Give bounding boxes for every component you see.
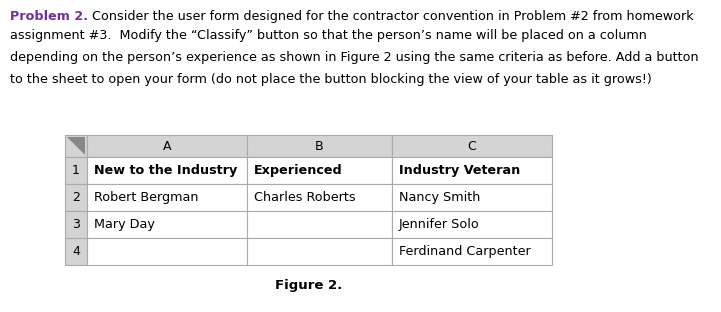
Polygon shape [67, 137, 85, 155]
Text: Mary Day: Mary Day [94, 218, 155, 231]
Text: Charles Roberts: Charles Roberts [254, 191, 355, 204]
Text: Nancy Smith: Nancy Smith [399, 191, 480, 204]
Bar [247, 211, 392, 238]
Text: assignment #3.  Modify the “Classify” button so that the person’s name will be p: assignment #3. Modify the “Classify” but… [10, 28, 699, 86]
Bar [65, 238, 87, 265]
Text: New to the Industry: New to the Industry [94, 164, 237, 177]
Bar [87, 135, 247, 157]
Bar [392, 238, 552, 265]
Bar [65, 157, 87, 184]
Bar [247, 238, 392, 265]
Text: Robert Bergman: Robert Bergman [94, 191, 198, 204]
Bar [87, 157, 247, 184]
Text: 4: 4 [72, 245, 80, 258]
Text: Figure 2.: Figure 2. [275, 279, 342, 292]
Bar [65, 135, 87, 157]
Bar [392, 157, 552, 184]
Bar [65, 211, 87, 238]
Text: 3: 3 [72, 218, 80, 231]
Text: 2: 2 [72, 191, 80, 204]
Bar [247, 184, 392, 211]
Text: A: A [163, 139, 172, 153]
Bar [392, 211, 552, 238]
Bar [392, 184, 552, 211]
Text: Industry Veteran: Industry Veteran [399, 164, 521, 177]
Text: 1: 1 [72, 164, 80, 177]
Bar [247, 157, 392, 184]
Text: Problem 2.: Problem 2. [10, 10, 88, 23]
Text: B: B [315, 139, 324, 153]
Bar [87, 238, 247, 265]
Bar [87, 211, 247, 238]
Text: C: C [468, 139, 477, 153]
Text: Experienced: Experienced [254, 164, 342, 177]
Bar [247, 135, 392, 157]
Text: Jennifer Solo: Jennifer Solo [399, 218, 479, 231]
Bar [65, 184, 87, 211]
Text: Consider the user form designed for the contractor convention in Problem #2 from: Consider the user form designed for the … [88, 10, 694, 23]
Bar [87, 184, 247, 211]
Text: Ferdinand Carpenter: Ferdinand Carpenter [399, 245, 531, 258]
Bar [392, 135, 552, 157]
